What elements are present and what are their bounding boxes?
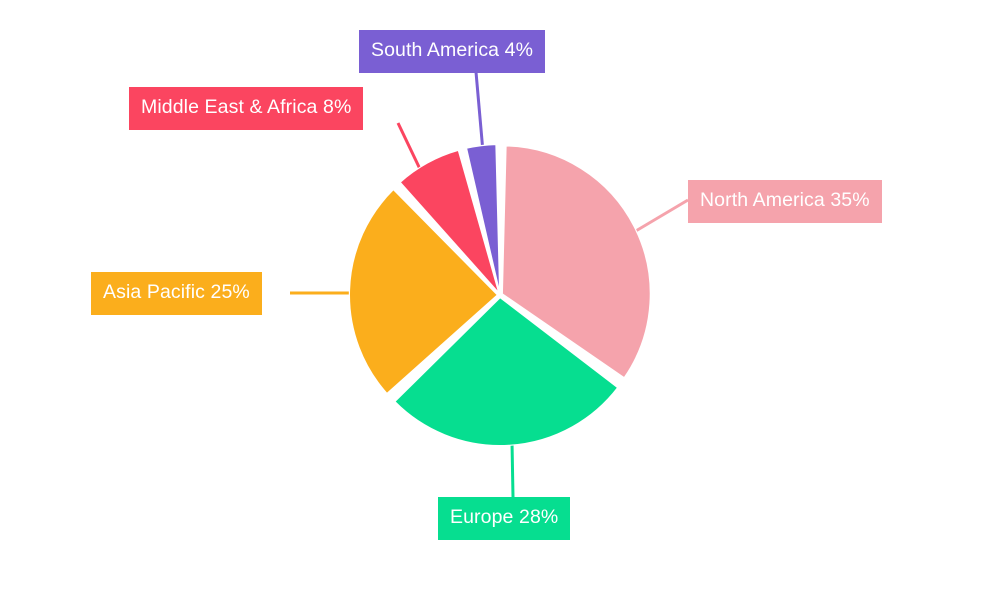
pie-slice-middle-east-africa[interactable] (399, 149, 500, 294)
pie-wedge-group (348, 143, 651, 447)
pie-slice-asia-pacific[interactable] (348, 188, 499, 395)
pie-slice-north-america[interactable] (501, 145, 651, 379)
pie-label-north-america: North America 35% (688, 180, 882, 223)
pie-label-middle-east-africa: Middle East & Africa 8% (129, 87, 364, 130)
leader-line-north-america (628, 198, 689, 237)
pie-label-asia-pacific: Asia Pacific 25% (91, 272, 262, 315)
pie-label-south-america: South America 4% (359, 30, 546, 73)
leader-line-europe (510, 441, 515, 498)
leader-line-south-america (474, 71, 485, 153)
pie-slice-south-america[interactable] (465, 143, 501, 293)
pie-slice-europe[interactable] (394, 296, 619, 447)
pie-label-europe: Europe 28% (438, 497, 571, 540)
